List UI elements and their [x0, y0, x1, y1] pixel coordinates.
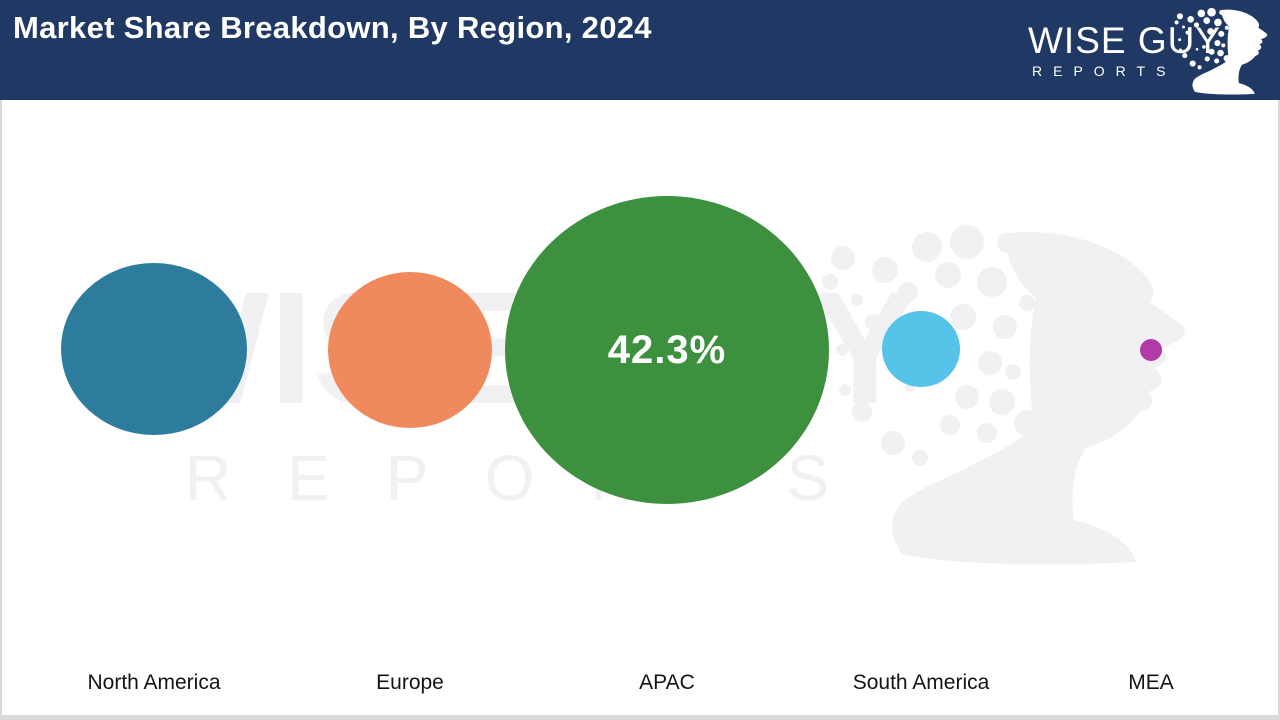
wise-guy-logo: WISE GUY REPORTS [1028, 6, 1268, 96]
bubble-mea [1140, 339, 1162, 361]
category-label-europe: Europe [376, 671, 444, 694]
chart-area [0, 100, 1280, 720]
watermark-head-icon [822, 225, 1185, 565]
logo-text: WISE GUY REPORTS [1028, 20, 1222, 80]
bubble-europe [328, 272, 492, 428]
header-bar: Market Share Breakdown, By Region, 2024 … [0, 0, 1280, 100]
logo-wordmark: WISE GUY [1028, 20, 1222, 61]
logo-subtitle: REPORTS [1032, 63, 1177, 79]
page-title: Market Share Breakdown, By Region, 2024 [13, 10, 652, 45]
bubble-apac: 42.3% [505, 196, 829, 504]
bubble-south-america [882, 311, 960, 387]
bubble-north-america [61, 263, 247, 435]
bubble-value-label-apac: 42.3% [607, 327, 727, 372]
category-label-south-america: South America [852, 671, 990, 694]
category-label-mea: MEA [1128, 671, 1174, 694]
category-label-north-america: North America [87, 671, 221, 694]
logo-head-icon [1174, 7, 1268, 95]
category-label-apac: APAC [639, 671, 695, 694]
